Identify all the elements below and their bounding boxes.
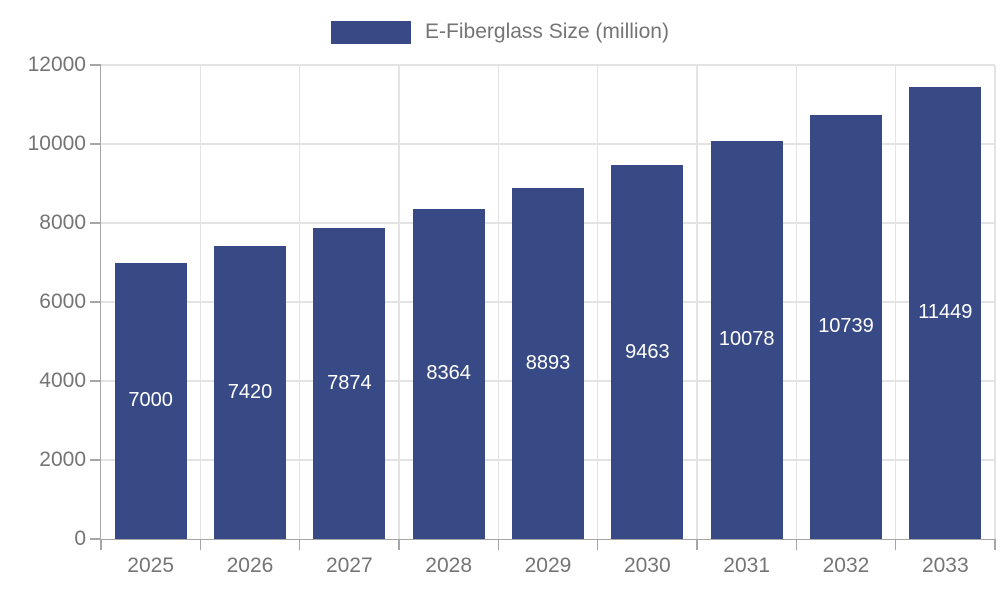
gridline-vertical [696, 65, 698, 539]
bar: 7000 [114, 262, 187, 539]
bar-value-label: 7000 [128, 389, 173, 412]
y-axis-tick [90, 301, 101, 303]
x-axis-tick [894, 539, 897, 550]
x-axis-tick [398, 539, 400, 550]
x-axis-tick [994, 539, 996, 550]
bar: 10078 [710, 140, 783, 539]
x-axis-tick [199, 539, 202, 550]
y-axis-tick [90, 380, 101, 382]
bar: 11449 [909, 86, 982, 539]
bar-value-label: 7420 [227, 380, 273, 403]
x-axis-tick [696, 539, 698, 550]
gridline-vertical [497, 65, 500, 539]
bar: 7874 [313, 227, 386, 539]
bar: 8364 [412, 208, 485, 539]
gridline-vertical [894, 65, 897, 539]
x-axis-tick-label: 2028 [425, 554, 473, 577]
y-axis-tick [90, 222, 101, 224]
bar: 8893 [512, 187, 584, 539]
y-axis-tick-label: 0 [74, 527, 86, 550]
gridline-vertical [994, 65, 996, 539]
y-axis-tick-label: 2000 [39, 448, 86, 471]
bar-value-label: 9463 [625, 340, 670, 363]
x-axis-tick-label: 2031 [723, 554, 771, 577]
y-axis-tick [90, 538, 101, 540]
x-axis-tick [497, 539, 500, 550]
bar-value-label: 10739 [818, 315, 874, 338]
bar-value-label: 7874 [327, 371, 372, 394]
gridline-horizontal [101, 143, 995, 145]
gridline-vertical [398, 65, 400, 539]
x-axis-tick-label: 2032 [822, 554, 870, 577]
x-axis-tick-label: 2030 [623, 554, 671, 577]
bar: 9463 [611, 165, 684, 539]
y-axis-tick-label: 4000 [39, 369, 86, 392]
x-axis-tick-label: 2029 [524, 554, 572, 577]
bar: 7420 [214, 245, 286, 539]
plot-area: 0 2000 4000 6000 8000 10000 12000 7000 2025 7420 2… [28, 53, 996, 577]
bar-value-label: 8364 [426, 362, 471, 385]
y-axis-tick [90, 64, 101, 66]
x-axis-tick [596, 539, 599, 550]
x-axis-tick-label: 2027 [325, 554, 373, 577]
x-axis-tick-label: 2033 [921, 554, 969, 577]
gridline-vertical [298, 65, 301, 539]
bar-value-label: 10078 [718, 328, 775, 351]
gridline-horizontal [101, 64, 995, 66]
legend-swatch-icon [331, 20, 412, 44]
x-axis-tick-label: 2026 [226, 554, 274, 577]
x-axis-tick [100, 539, 102, 550]
gridline-vertical [199, 65, 202, 539]
x-axis-tick [298, 539, 301, 550]
bar-value-label: 8893 [525, 351, 571, 374]
y-axis-tick-label: 6000 [39, 290, 86, 313]
x-axis-tick [795, 539, 798, 550]
y-axis-tick [90, 459, 101, 461]
y-axis-tick-label: 12000 [27, 53, 86, 76]
y-axis-tick-label: 8000 [39, 211, 86, 234]
gridline-vertical [596, 65, 599, 539]
bar-value-label: 11449 [918, 301, 973, 324]
x-axis-tick-label: 2025 [127, 554, 175, 577]
y-axis-tick [90, 143, 101, 145]
legend: E-Fiberglass Size (million) [0, 18, 1000, 46]
legend-label: E-Fiberglass Size (million) [425, 20, 669, 43]
y-axis-tick-label: 10000 [27, 132, 86, 155]
gridline-vertical [795, 65, 798, 539]
bar: 10739 [810, 114, 882, 539]
